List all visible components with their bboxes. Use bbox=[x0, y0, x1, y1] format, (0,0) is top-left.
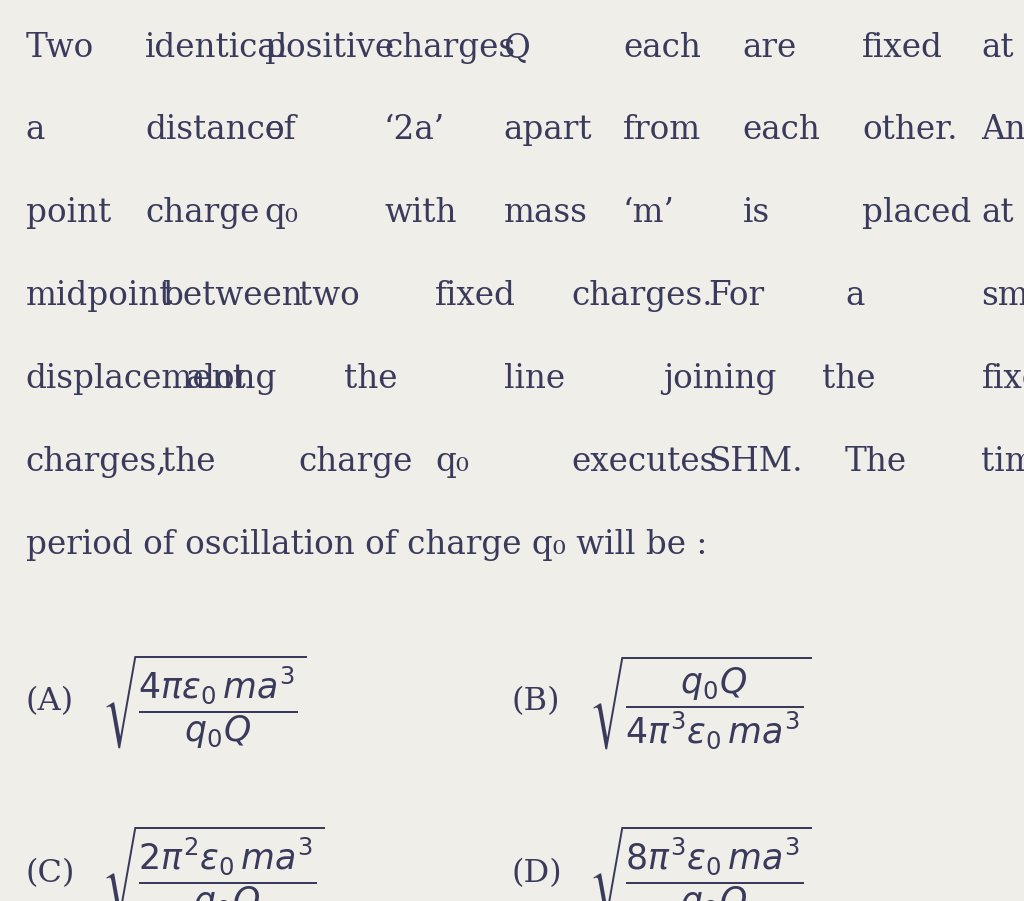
Text: charges: charges bbox=[384, 32, 515, 64]
Text: midpoint: midpoint bbox=[26, 280, 173, 313]
Text: $\sqrt{\dfrac{q_0 Q}{4\pi^3\varepsilon_0\, ma^3}}$: $\sqrt{\dfrac{q_0 Q}{4\pi^3\varepsilon_0… bbox=[589, 653, 812, 751]
Text: period of oscillation of charge q₀ will be :: period of oscillation of charge q₀ will … bbox=[26, 529, 707, 561]
Text: a: a bbox=[26, 114, 45, 147]
Text: from: from bbox=[623, 114, 701, 147]
Text: the: the bbox=[822, 363, 876, 396]
Text: small: small bbox=[981, 280, 1024, 313]
Text: ‘m’: ‘m’ bbox=[623, 197, 675, 230]
Text: Two: Two bbox=[26, 32, 94, 64]
Text: $\sqrt{\dfrac{2\pi^2\varepsilon_0\, ma^3}{q_0 Q}}$: $\sqrt{\dfrac{2\pi^2\varepsilon_0\, ma^3… bbox=[102, 824, 326, 901]
Text: (B): (B) bbox=[512, 687, 560, 717]
Text: charge: charge bbox=[299, 446, 413, 478]
Text: mass: mass bbox=[504, 197, 588, 230]
Text: Q: Q bbox=[504, 32, 530, 64]
Text: each: each bbox=[623, 32, 700, 64]
Text: point: point bbox=[26, 197, 111, 230]
Text: the: the bbox=[344, 363, 397, 396]
Text: SHM.: SHM. bbox=[709, 446, 803, 478]
Text: between: between bbox=[162, 280, 303, 313]
Text: (A): (A) bbox=[26, 687, 74, 717]
Text: are: are bbox=[742, 32, 797, 64]
Text: placed: placed bbox=[862, 197, 971, 230]
Text: charges,: charges, bbox=[26, 446, 167, 478]
Text: For: For bbox=[709, 280, 765, 313]
Text: along: along bbox=[185, 363, 276, 396]
Text: ‘2a’: ‘2a’ bbox=[384, 114, 445, 147]
Text: Another: Another bbox=[981, 114, 1024, 147]
Text: q₀: q₀ bbox=[435, 446, 469, 478]
Text: identical: identical bbox=[145, 32, 289, 64]
Text: displacement: displacement bbox=[26, 363, 247, 396]
Text: (D): (D) bbox=[512, 858, 562, 888]
Text: two: two bbox=[299, 280, 359, 313]
Text: fixed: fixed bbox=[435, 280, 516, 313]
Text: q₀: q₀ bbox=[264, 197, 299, 230]
Text: fixed: fixed bbox=[862, 32, 943, 64]
Text: time: time bbox=[981, 446, 1024, 478]
Text: is: is bbox=[742, 197, 770, 230]
Text: The: The bbox=[845, 446, 907, 478]
Text: $\sqrt{\dfrac{4\pi\varepsilon_0\, ma^3}{q_0 Q}}$: $\sqrt{\dfrac{4\pi\varepsilon_0\, ma^3}{… bbox=[102, 652, 307, 751]
Text: other.: other. bbox=[862, 114, 957, 147]
Text: apart: apart bbox=[504, 114, 592, 147]
Text: charges.: charges. bbox=[571, 280, 714, 313]
Text: at: at bbox=[981, 197, 1014, 230]
Text: fixed: fixed bbox=[981, 363, 1024, 396]
Text: distance: distance bbox=[145, 114, 285, 147]
Text: a: a bbox=[845, 280, 864, 313]
Text: executes: executes bbox=[571, 446, 717, 478]
Text: the: the bbox=[162, 446, 216, 478]
Text: line: line bbox=[504, 363, 564, 396]
Text: (C): (C) bbox=[26, 858, 75, 888]
Text: each: each bbox=[742, 114, 820, 147]
Text: joining: joining bbox=[663, 363, 776, 396]
Text: at: at bbox=[981, 32, 1014, 64]
Text: charge: charge bbox=[145, 197, 259, 230]
Text: positive: positive bbox=[264, 32, 393, 64]
Text: $\sqrt{\dfrac{8\pi^3\varepsilon_0\, ma^3}{q_0 Q}}$: $\sqrt{\dfrac{8\pi^3\varepsilon_0\, ma^3… bbox=[589, 824, 812, 901]
Text: of: of bbox=[264, 114, 296, 147]
Text: with: with bbox=[384, 197, 457, 230]
